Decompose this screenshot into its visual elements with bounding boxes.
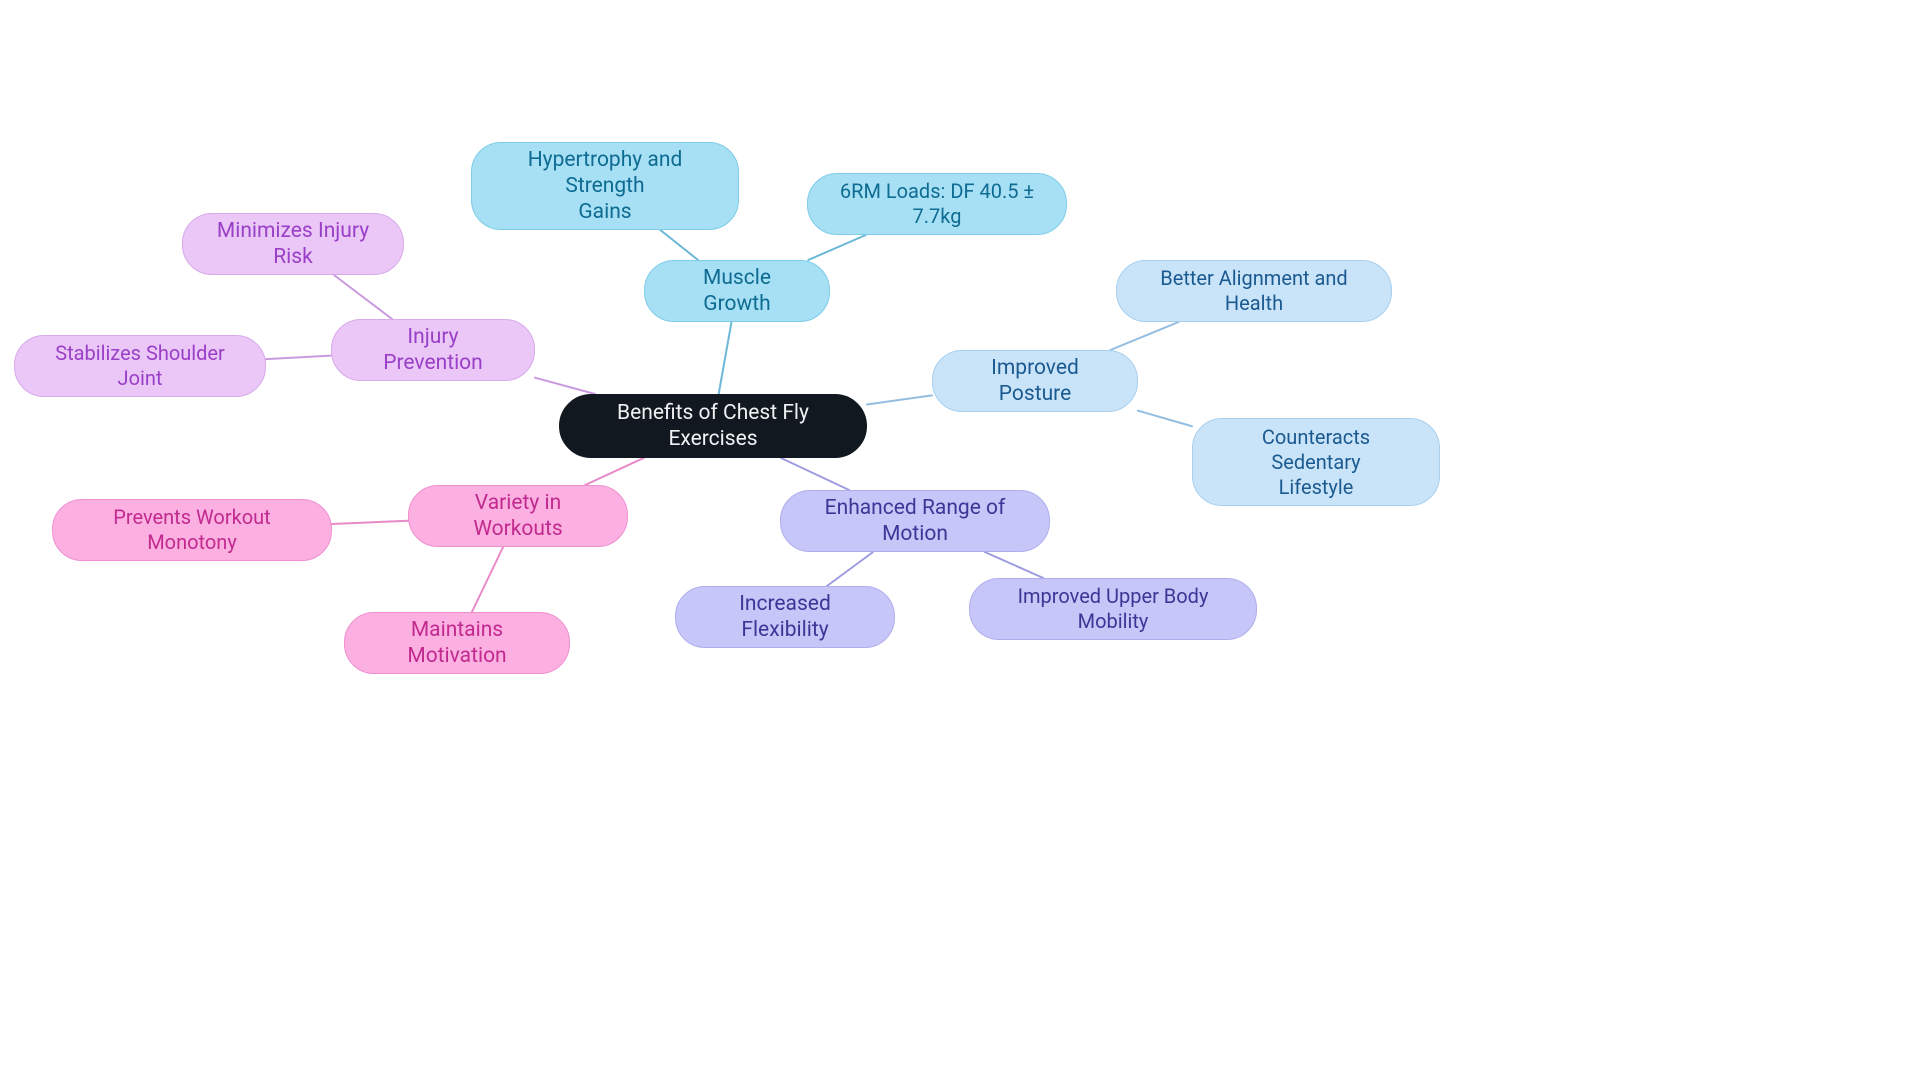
node-minimizes-risk: Minimizes Injury Risk	[182, 213, 404, 275]
node-6rm: 6RM Loads: DF 40.5 ± 7.7kg	[807, 173, 1067, 235]
node-range-motion: Enhanced Range of Motion	[780, 490, 1050, 552]
node-motivation: Maintains Motivation	[344, 612, 570, 674]
edge-center-variety	[585, 458, 644, 485]
edge-injury-prevention-minimizes-risk	[334, 275, 392, 319]
edge-range-motion-flexibility	[827, 552, 873, 586]
node-alignment: Better Alignment and Health	[1116, 260, 1392, 322]
node-injury-prevention: Injury Prevention	[331, 319, 535, 381]
edge-injury-prevention-stabilizes	[266, 356, 331, 360]
edge-center-injury-prevention	[535, 378, 595, 394]
edge-improved-posture-sedentary	[1138, 411, 1192, 427]
edge-improved-posture-alignment	[1110, 322, 1178, 350]
node-muscle-growth: Muscle Growth	[644, 260, 830, 322]
node-variety: Variety in Workouts	[408, 485, 628, 547]
edge-center-range-motion	[781, 458, 849, 490]
node-stabilizes: Stabilizes Shoulder Joint	[14, 335, 266, 397]
edge-muscle-growth-hypertrophy	[660, 230, 698, 260]
node-monotony: Prevents Workout Monotony	[52, 499, 332, 561]
node-improved-posture: Improved Posture	[932, 350, 1138, 412]
edge-center-improved-posture	[867, 395, 932, 404]
node-sedentary: Counteracts Sedentary Lifestyle	[1192, 418, 1440, 506]
edge-muscle-growth-6rm	[808, 235, 865, 260]
edge-variety-monotony	[332, 521, 408, 524]
node-hypertrophy: Hypertrophy and Strength Gains	[471, 142, 739, 230]
node-center: Benefits of Chest Fly Exercises	[559, 394, 867, 458]
edge-range-motion-mobility	[985, 552, 1044, 578]
node-flexibility: Increased Flexibility	[675, 586, 895, 648]
edge-center-muscle-growth	[719, 322, 732, 394]
edge-variety-motivation	[472, 547, 503, 612]
node-mobility: Improved Upper Body Mobility	[969, 578, 1257, 640]
